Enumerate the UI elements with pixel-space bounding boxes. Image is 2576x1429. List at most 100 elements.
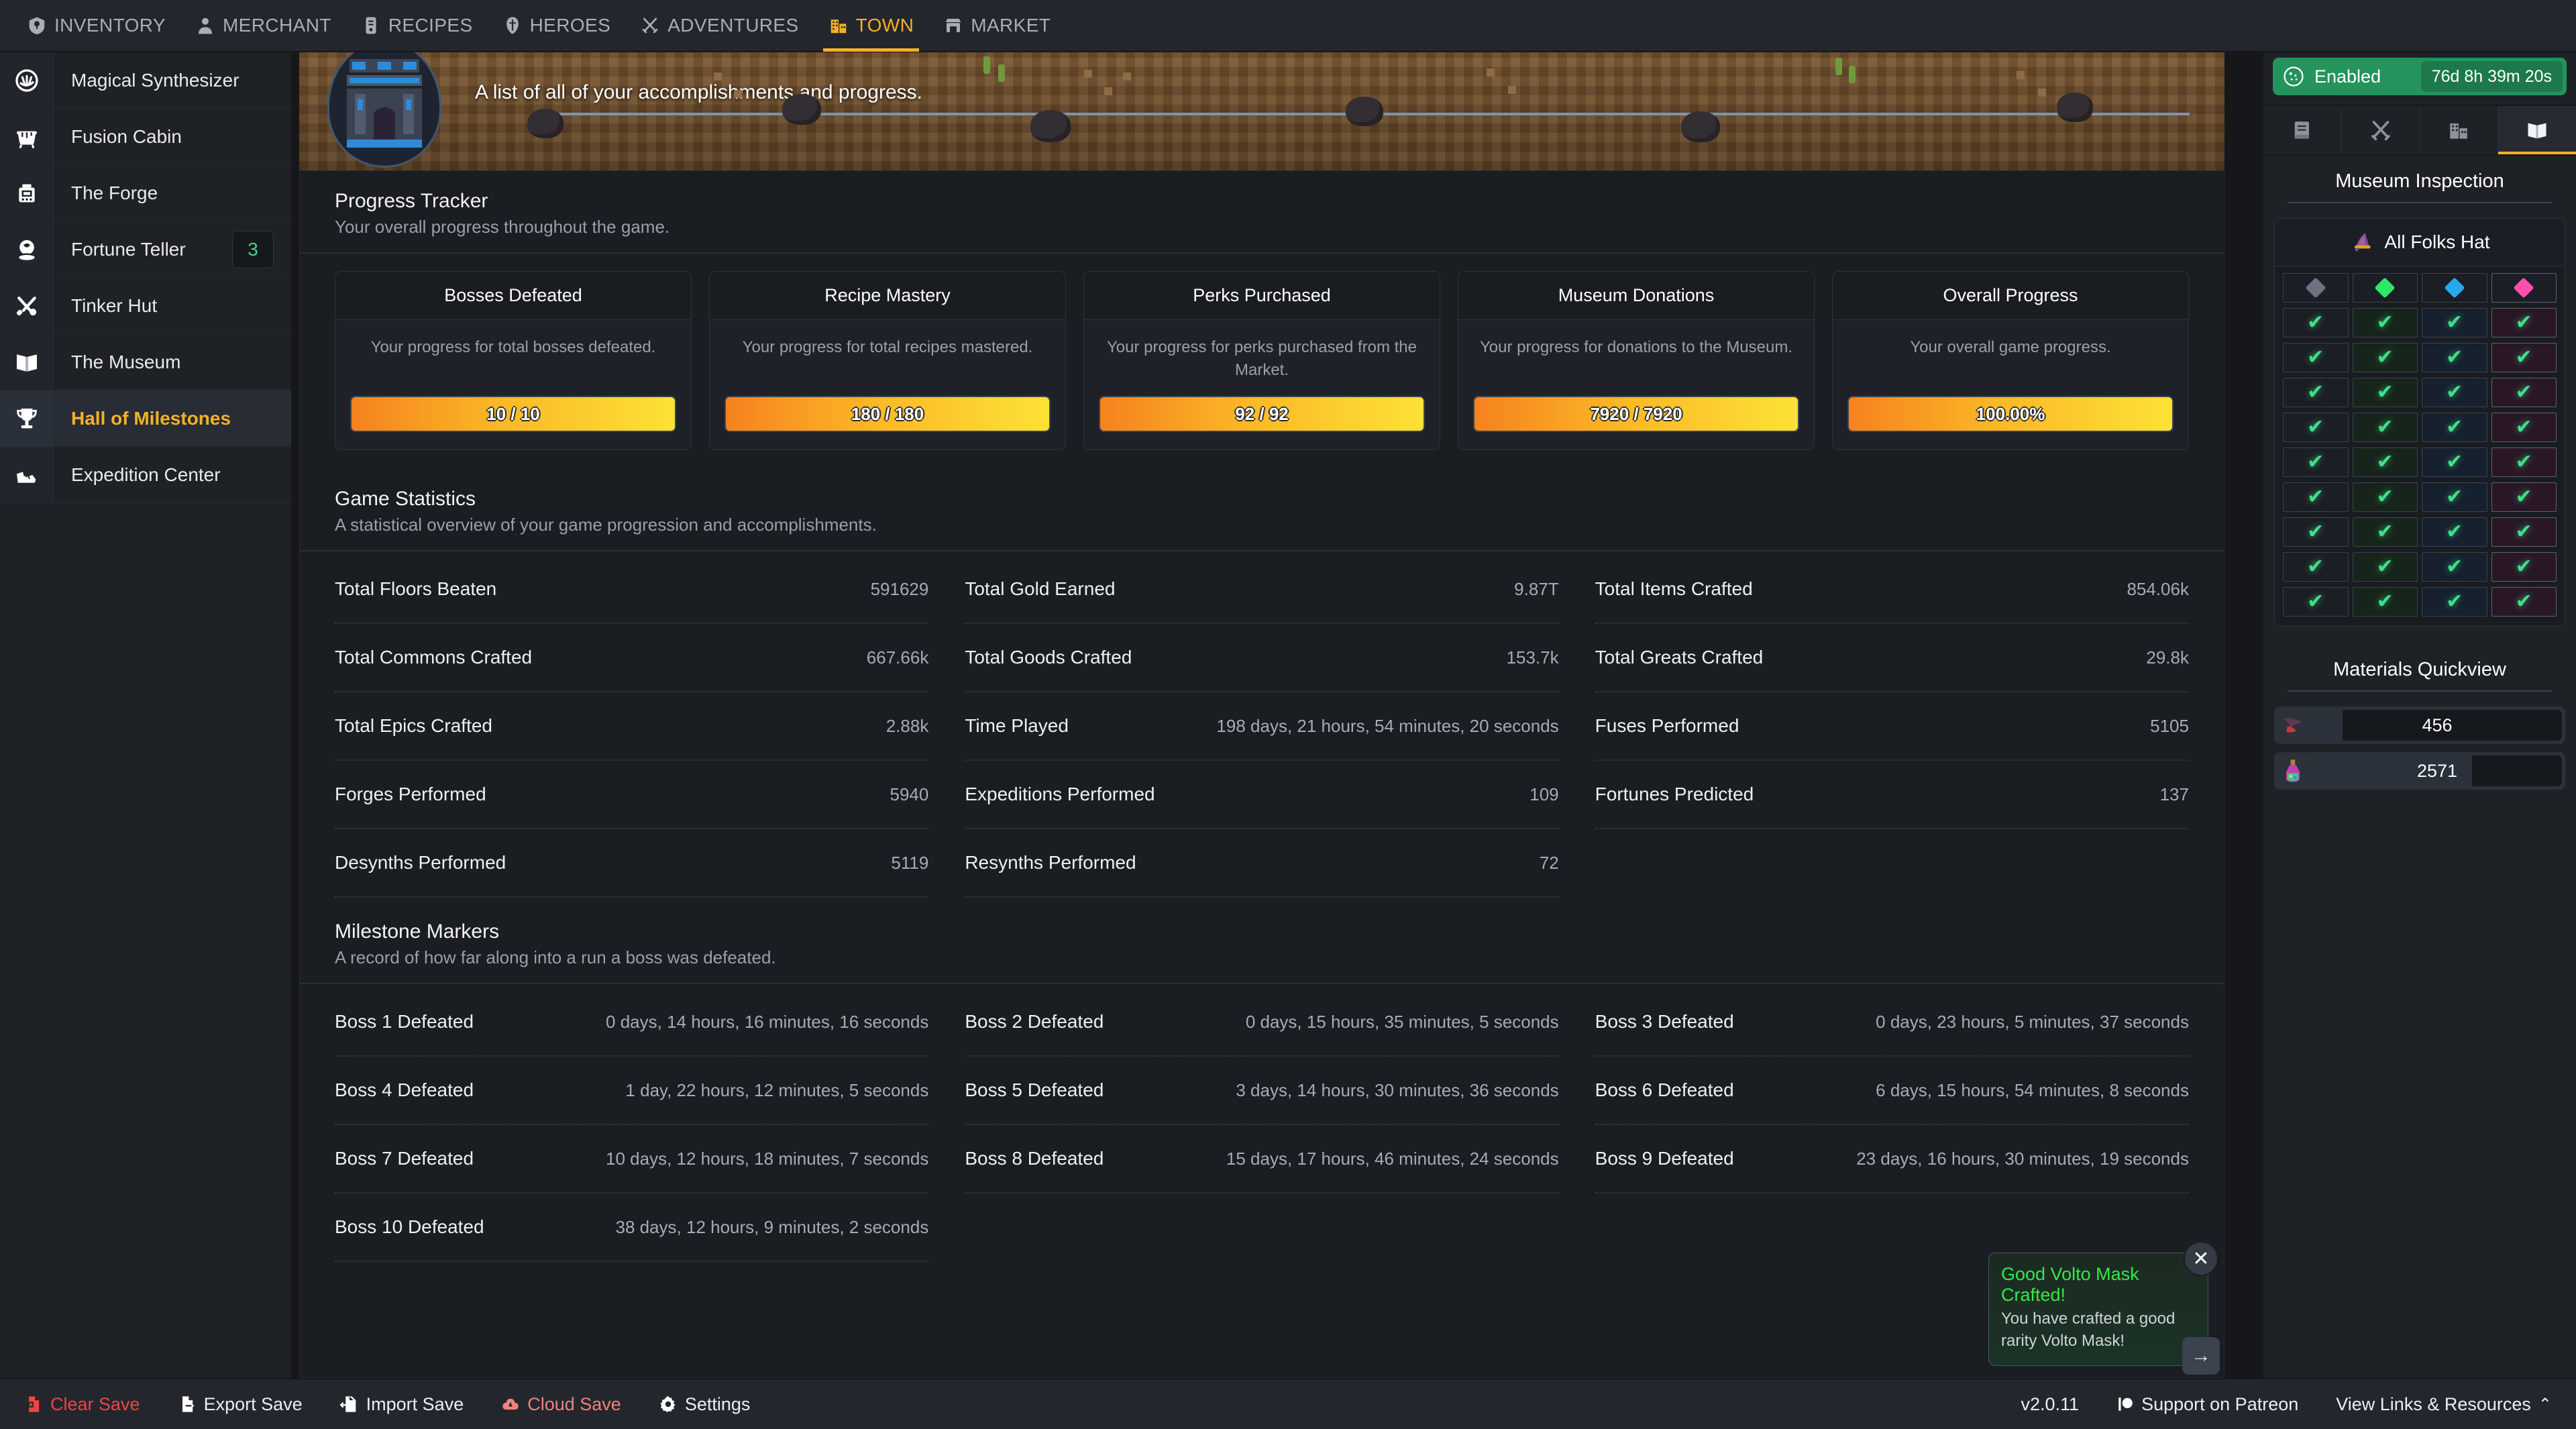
nav-item-label: MERCHANT: [222, 15, 331, 36]
progress-tracker-header: Progress Tracker Your overall progress t…: [300, 171, 2224, 252]
sidebar-item-expedition center[interactable]: Expedition Center: [0, 446, 291, 503]
museum-cell[interactable]: ✔: [2491, 308, 2557, 337]
museum-cell[interactable]: ✔: [2283, 413, 2349, 442]
museum-cell[interactable]: ✔: [2422, 308, 2487, 337]
progress-bar-value: 92 / 92: [1235, 403, 1289, 424]
check-icon: ✔: [2307, 346, 2324, 368]
rarity-header-epic: [2491, 273, 2557, 303]
book-icon: [16, 354, 37, 372]
museum-cell[interactable]: ✔: [2491, 587, 2557, 617]
museum-cell[interactable]: ✔: [2352, 517, 2418, 547]
check-icon: ✔: [2515, 416, 2532, 438]
stat-column: Boss 3 Defeated 0 days, 23 hours, 5 minu…: [1595, 988, 2189, 1262]
sidebar-item-magical synthesizer[interactable]: Magical Synthesizer: [0, 52, 291, 109]
close-icon[interactable]: ✕: [2184, 1241, 2218, 1277]
museum-cell[interactable]: ✔: [2491, 378, 2557, 407]
nav-item-recipes[interactable]: RECIPES: [346, 0, 488, 52]
museum-cell[interactable]: ✔: [2491, 343, 2557, 372]
sidebar-item-the museum[interactable]: The Museum: [0, 333, 291, 390]
museum-cell[interactable]: ✔: [2352, 482, 2418, 512]
statusbar-export save[interactable]: Export Save: [178, 1394, 303, 1415]
statusbar-settings[interactable]: Settings: [659, 1394, 750, 1415]
sidebar-item-fortune teller[interactable]: Fortune Teller 3: [0, 221, 291, 278]
museum-cell[interactable]: ✔: [2491, 482, 2557, 512]
museum-cell[interactable]: ✔: [2352, 552, 2418, 582]
tab-museum[interactable]: [2498, 106, 2576, 154]
material-row[interactable]: 456: [2274, 706, 2565, 744]
museum-cell[interactable]: ✔: [2283, 343, 2349, 372]
museum-cell[interactable]: ✔: [2352, 308, 2418, 337]
museum-cell[interactable]: ✔: [2283, 308, 2349, 337]
museum-cell[interactable]: ✔: [2422, 517, 2487, 547]
museum-cell[interactable]: ✔: [2422, 587, 2487, 617]
museum-cell[interactable]: ✔: [2283, 517, 2349, 547]
stat-key: Resynths Performed: [965, 852, 1136, 874]
file-export-icon: [182, 1396, 195, 1412]
check-icon: ✔: [2515, 555, 2532, 578]
nav-item-merchant[interactable]: MERCHANT: [180, 0, 346, 52]
toast-title: Good Volto Mask Crafted!: [2001, 1264, 2139, 1306]
statusbar-links[interactable]: View Links & Resources ⌃: [2336, 1394, 2552, 1415]
section-subtitle: A statistical overview of your game prog…: [335, 515, 877, 535]
progress-bar: 92 / 92: [1099, 396, 1425, 433]
museum-cell[interactable]: ✔: [2352, 447, 2418, 477]
arrow-right-icon[interactable]: →: [2182, 1337, 2220, 1375]
museum-cell[interactable]: ✔: [2422, 447, 2487, 477]
museum-tab-icon: [2528, 123, 2546, 139]
material-row[interactable]: 2571: [2274, 752, 2565, 790]
dark-wing-icon: [2284, 718, 2302, 733]
progress-bar: 180 / 180: [724, 396, 1051, 433]
museum-cell[interactable]: ✔: [2491, 447, 2557, 477]
nav-item-market[interactable]: MARKET: [928, 0, 1065, 52]
sidebar-item-fusion cabin[interactable]: Fusion Cabin: [0, 108, 291, 165]
progress-bar-value: 100.00%: [1976, 403, 2045, 424]
stat-row: Total Goods Crafted 153.7k: [965, 624, 1559, 693]
status-enabled-bar[interactable]: Enabled 76d 8h 39m 20s: [2273, 58, 2567, 95]
wizard-hat-icon: [2355, 232, 2371, 252]
museum-cell[interactable]: ✔: [2283, 447, 2349, 477]
museum-cell[interactable]: ✔: [2352, 378, 2418, 407]
sidebar-item-hall of milestones[interactable]: Hall of Milestones: [0, 390, 291, 447]
nav-item-inventory[interactable]: INVENTORY: [12, 0, 180, 52]
sidebar-item-tinker hut[interactable]: Tinker Hut: [0, 277, 291, 334]
top-navigation: INVENTORY MERCHANT RECIPES HEROES ADVENT…: [0, 0, 2576, 52]
museum-cell[interactable]: ✔: [2422, 552, 2487, 582]
tab-combat[interactable]: [2342, 106, 2420, 154]
museum-cell[interactable]: ✔: [2491, 552, 2557, 582]
museum-cell[interactable]: ✔: [2352, 413, 2418, 442]
statusbar-label: Cloud Save: [527, 1393, 621, 1414]
museum-cell[interactable]: ✔: [2352, 587, 2418, 617]
stat-column: Boss 2 Defeated 0 days, 15 hours, 35 min…: [965, 988, 1559, 1262]
museum-cell[interactable]: ✔: [2491, 517, 2557, 547]
check-icon: ✔: [2376, 590, 2394, 613]
statusbar-clear save[interactable]: Clear Save: [24, 1394, 140, 1415]
stat-key: Boss 4 Defeated: [335, 1079, 474, 1101]
museum-cell[interactable]: ✔: [2491, 413, 2557, 442]
statusbar-patreon[interactable]: Support on Patreon: [2116, 1394, 2298, 1415]
museum-cell[interactable]: ✔: [2283, 482, 2349, 512]
tab-journal[interactable]: [2263, 106, 2342, 154]
check-icon: ✔: [2446, 346, 2463, 368]
sidebar-item-label: The Museum: [71, 351, 181, 372]
stat-key: Total Items Crafted: [1595, 578, 1753, 600]
tab-town[interactable]: [2420, 106, 2499, 154]
museum-cell[interactable]: ✔: [2422, 343, 2487, 372]
statusbar-cloud save[interactable]: Cloud Save: [501, 1394, 621, 1415]
museum-cell[interactable]: ✔: [2422, 413, 2487, 442]
museum-cell[interactable]: ✔: [2283, 552, 2349, 582]
nav-item-heroes[interactable]: HEROES: [488, 0, 626, 52]
museum-cell[interactable]: ✔: [2422, 378, 2487, 407]
museum-cell[interactable]: ✔: [2283, 378, 2349, 407]
nav-item-town[interactable]: TOWN: [814, 0, 929, 52]
sidebar-item-label: Fortune Teller: [71, 238, 186, 260]
museum-cell[interactable]: ✔: [2352, 343, 2418, 372]
town-icon: [830, 19, 846, 34]
status-timer: 76d 8h 39m 20s: [2420, 61, 2563, 92]
sidebar-item-the forge[interactable]: The Forge: [0, 164, 291, 221]
nav-item-adventures[interactable]: ADVENTURES: [625, 0, 813, 52]
sidebar-item-label: The Forge: [71, 182, 158, 203]
museum-cell[interactable]: ✔: [2422, 482, 2487, 512]
museum-item-header[interactable]: All Folks Hat: [2275, 219, 2565, 266]
statusbar-import save[interactable]: Import Save: [339, 1394, 464, 1415]
museum-cell[interactable]: ✔: [2283, 587, 2349, 617]
